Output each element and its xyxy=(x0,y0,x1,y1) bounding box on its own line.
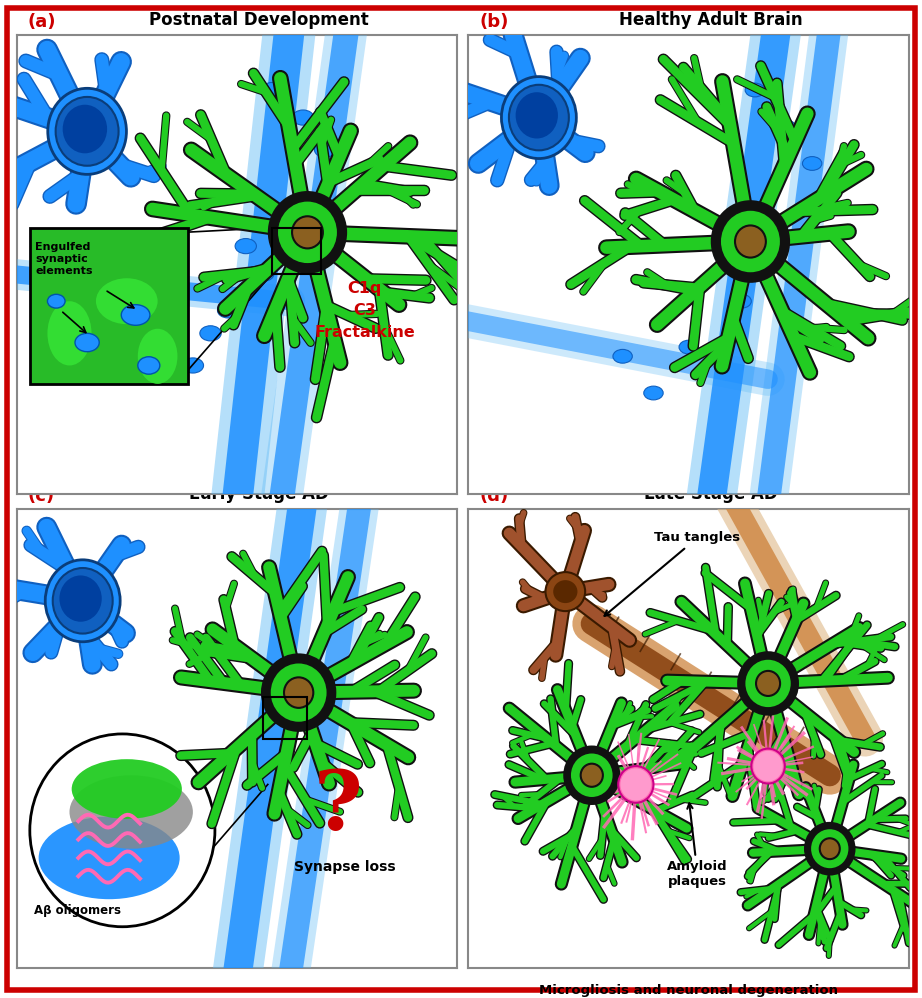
Ellipse shape xyxy=(292,217,323,249)
Ellipse shape xyxy=(48,88,126,175)
Ellipse shape xyxy=(776,120,796,134)
Ellipse shape xyxy=(183,358,204,373)
Ellipse shape xyxy=(122,304,150,325)
Text: (d): (d) xyxy=(479,487,509,505)
Ellipse shape xyxy=(613,349,632,363)
Ellipse shape xyxy=(45,560,120,642)
Text: (a): (a) xyxy=(28,13,56,31)
Ellipse shape xyxy=(644,386,663,400)
Ellipse shape xyxy=(235,239,256,253)
Ellipse shape xyxy=(314,142,336,158)
Ellipse shape xyxy=(39,816,180,899)
Circle shape xyxy=(753,750,783,781)
Text: Late Stage AD: Late Stage AD xyxy=(644,485,777,503)
Ellipse shape xyxy=(581,763,603,786)
Ellipse shape xyxy=(96,278,158,324)
Text: Microgliosis and neuronal degeneration: Microgliosis and neuronal degeneration xyxy=(539,983,838,997)
Ellipse shape xyxy=(719,210,781,273)
Ellipse shape xyxy=(810,827,850,869)
Ellipse shape xyxy=(502,77,576,159)
Ellipse shape xyxy=(269,662,328,724)
Text: (c): (c) xyxy=(28,487,54,505)
Ellipse shape xyxy=(63,105,107,154)
Ellipse shape xyxy=(267,191,348,273)
Circle shape xyxy=(621,768,651,800)
Ellipse shape xyxy=(553,580,577,603)
Ellipse shape xyxy=(756,671,780,696)
FancyBboxPatch shape xyxy=(30,228,188,384)
Ellipse shape xyxy=(137,328,177,384)
Text: Microglial-mediated synapse refinement: Microglial-mediated synapse refinement xyxy=(85,509,389,523)
Text: Aβ oligomers: Aβ oligomers xyxy=(34,904,121,917)
Ellipse shape xyxy=(804,821,856,875)
Ellipse shape xyxy=(715,249,734,262)
Ellipse shape xyxy=(735,226,766,257)
Ellipse shape xyxy=(515,92,558,139)
Text: Early Stage AD: Early Stage AD xyxy=(189,485,329,503)
Circle shape xyxy=(751,748,785,783)
Ellipse shape xyxy=(72,759,182,818)
Ellipse shape xyxy=(261,654,337,732)
Ellipse shape xyxy=(253,266,274,281)
Ellipse shape xyxy=(802,157,822,171)
Ellipse shape xyxy=(262,83,283,98)
Ellipse shape xyxy=(284,678,313,708)
Text: (b): (b) xyxy=(479,13,509,31)
Ellipse shape xyxy=(75,333,100,351)
Ellipse shape xyxy=(69,775,193,848)
Ellipse shape xyxy=(737,652,799,716)
Ellipse shape xyxy=(200,325,221,341)
Ellipse shape xyxy=(546,572,585,611)
Ellipse shape xyxy=(59,576,101,622)
Text: Synapse loss: Synapse loss xyxy=(294,860,396,874)
Ellipse shape xyxy=(509,85,569,151)
Text: Microglial processes survey synapses: Microglial processes survey synapses xyxy=(548,509,830,523)
Ellipse shape xyxy=(55,97,119,166)
Ellipse shape xyxy=(47,294,65,308)
Ellipse shape xyxy=(47,301,91,365)
Ellipse shape xyxy=(745,83,764,97)
Ellipse shape xyxy=(711,201,790,282)
Ellipse shape xyxy=(732,294,751,308)
Text: Postnatal Development: Postnatal Development xyxy=(149,11,369,29)
Ellipse shape xyxy=(744,659,792,709)
Ellipse shape xyxy=(563,746,621,805)
Ellipse shape xyxy=(292,110,313,125)
Ellipse shape xyxy=(218,302,239,318)
Text: Engulfed
synaptic
elements: Engulfed synaptic elements xyxy=(35,242,92,276)
Text: Healthy Adult Brain: Healthy Adult Brain xyxy=(619,11,802,29)
Ellipse shape xyxy=(679,340,699,354)
Circle shape xyxy=(619,766,654,802)
Text: C1q
C3
Fractalkine: C1q C3 Fractalkine xyxy=(314,280,415,340)
Text: Tau tangles: Tau tangles xyxy=(605,531,740,616)
Text: ?: ? xyxy=(314,767,362,847)
Ellipse shape xyxy=(570,752,614,798)
Ellipse shape xyxy=(820,838,840,859)
Ellipse shape xyxy=(53,568,112,634)
Text: Amyloid
plaques: Amyloid plaques xyxy=(668,803,727,888)
Ellipse shape xyxy=(277,201,338,264)
Ellipse shape xyxy=(137,356,160,374)
